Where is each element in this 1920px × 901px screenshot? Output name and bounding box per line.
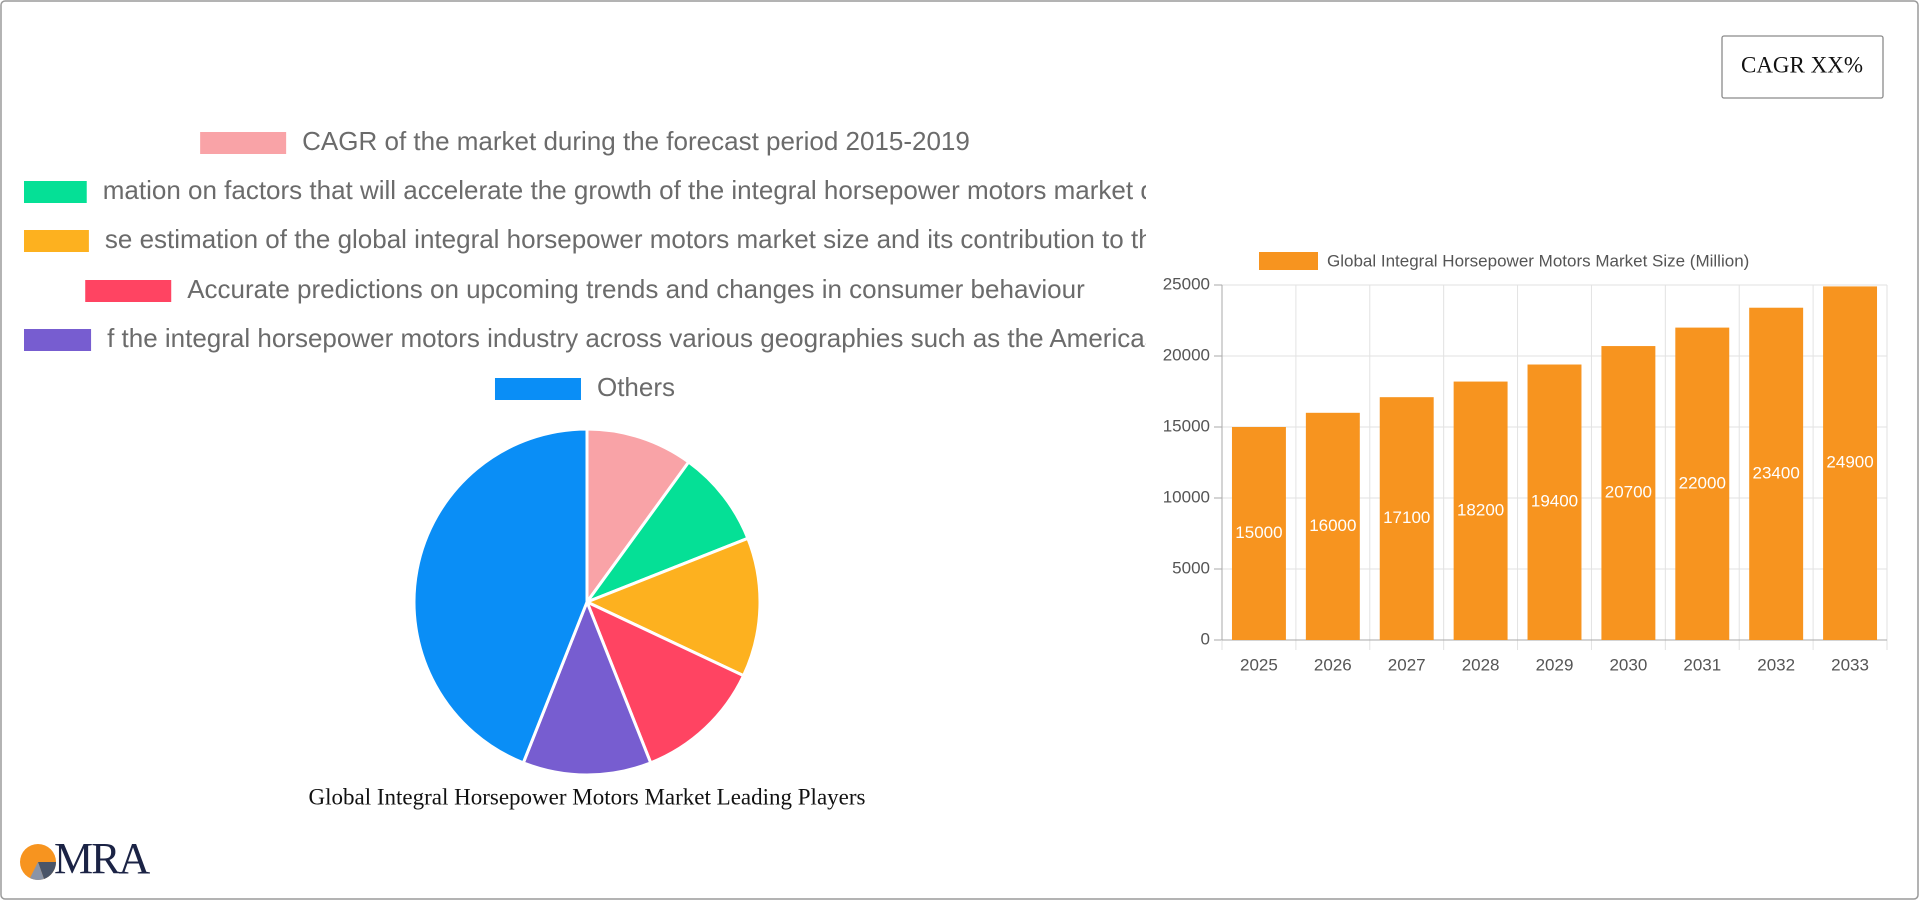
bar [1749, 307, 1804, 640]
x-tick-label: 2025 [1240, 655, 1278, 674]
legend-label: CAGR of the market during the forecast p… [302, 126, 970, 156]
pie-slice [521, 597, 653, 777]
bar-value-label: 22000 [1679, 473, 1726, 492]
bar-chart: Global Integral Horsepower Motors Market… [1163, 251, 1888, 674]
y-tick-label: 5000 [1172, 558, 1210, 577]
y-tick-label: 20000 [1163, 345, 1210, 364]
x-tick-label: 2027 [1388, 655, 1426, 674]
cagr-button[interactable] [1721, 35, 1884, 99]
bar [1823, 286, 1878, 640]
legend-label: Global Integral Horsepower Motors Market… [1327, 251, 1749, 270]
bar [1379, 397, 1434, 640]
legend-label: mation on factors that will accelerate t… [103, 175, 1170, 205]
legend-label: f the integral horsepower motors industr… [107, 323, 1165, 353]
bar [1601, 346, 1656, 640]
legend-swatch [1259, 252, 1318, 270]
y-tick-label: 15000 [1163, 416, 1210, 435]
x-tick-label: 2032 [1757, 655, 1795, 674]
bar [1527, 364, 1582, 640]
y-tick-label: 10000 [1163, 487, 1210, 506]
legend-swatch [85, 280, 172, 302]
bar [1231, 427, 1286, 640]
logo: MRA [20, 834, 152, 883]
bar-value-label: 19400 [1531, 492, 1578, 511]
x-tick-label: 2033 [1831, 655, 1869, 674]
bar [1453, 381, 1508, 640]
logo-icon-part [38, 862, 57, 879]
legend-label: se estimation of the global integral hor… [105, 224, 1167, 254]
bar-value-label: 18200 [1457, 500, 1504, 519]
logo-icon-part [30, 862, 44, 880]
y-tick-label: 0 [1201, 629, 1210, 648]
legend-swatch [494, 378, 581, 400]
pie-legend: CAGR of the market during the forecast p… [24, 126, 1170, 402]
bar-value-label: 16000 [1309, 516, 1356, 535]
x-tick-label: 2030 [1609, 655, 1647, 674]
legend-swatch [200, 132, 287, 154]
bar-value-label: 24900 [1826, 453, 1873, 472]
x-tick-label: 2026 [1314, 655, 1352, 674]
pie-title: Global Integral Horsepower Motors Market… [309, 784, 866, 809]
legend-label: Accurate predictions on upcoming trends … [187, 274, 1085, 304]
x-tick-label: 2031 [1683, 655, 1721, 674]
pie-slice [412, 427, 589, 765]
logo-text: MRA [54, 834, 150, 883]
pie-slice [584, 599, 746, 765]
pie-slice [585, 427, 691, 607]
bar [1675, 327, 1730, 640]
bar [1305, 412, 1360, 640]
legend-swatch [24, 329, 92, 351]
legend-label: Others [597, 372, 675, 402]
pie [412, 427, 762, 777]
bar-value-label: 23400 [1753, 463, 1800, 482]
legend-swatch [24, 181, 87, 203]
x-tick-label: 2029 [1536, 655, 1574, 674]
y-tick-label: 25000 [1163, 274, 1210, 293]
bar-value-label: 20700 [1605, 483, 1652, 502]
pie-slice [582, 459, 750, 606]
legend-swatch [24, 230, 89, 252]
pie-slice [583, 536, 762, 678]
x-tick-label: 2028 [1462, 655, 1500, 674]
cagr-button-label[interactable]: CAGR XX% [1741, 52, 1863, 77]
bar-value-label: 17100 [1383, 508, 1430, 527]
bar-value-label: 15000 [1235, 523, 1282, 542]
